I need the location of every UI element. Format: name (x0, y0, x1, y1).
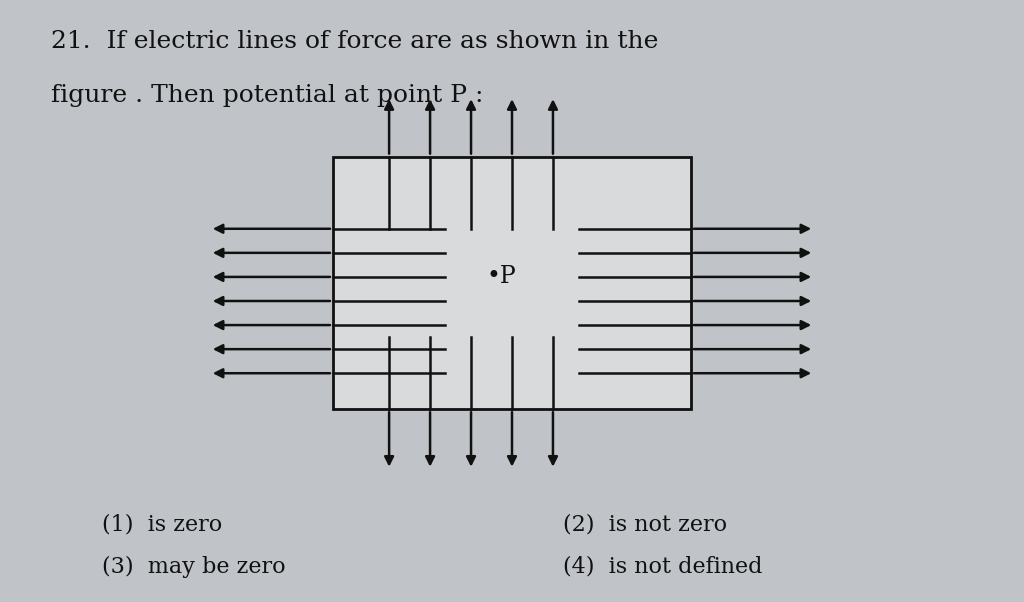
Text: (2)  is not zero: (2) is not zero (563, 514, 727, 536)
Text: figure . Then potential at point P :: figure . Then potential at point P : (51, 84, 483, 107)
Text: •P: •P (486, 265, 517, 288)
Text: (3)  may be zero: (3) may be zero (102, 556, 286, 578)
Text: 21.  If electric lines of force are as shown in the: 21. If electric lines of force are as sh… (51, 30, 658, 53)
Text: (1)  is zero: (1) is zero (102, 514, 222, 536)
Bar (333, 157, 691, 409)
Text: (4)  is not defined: (4) is not defined (563, 556, 763, 578)
